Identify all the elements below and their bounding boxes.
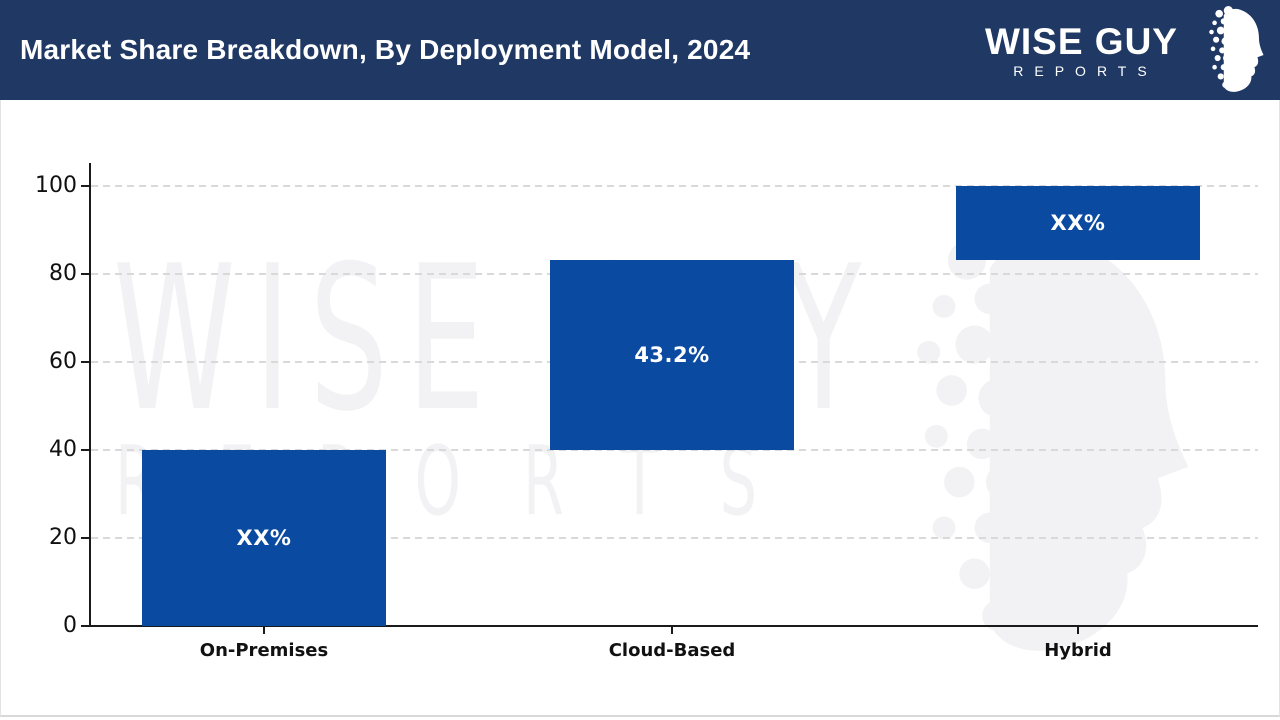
y-tick-mark-60 [81, 361, 89, 363]
y-tick-mark-0 [81, 625, 89, 627]
x-tick-mark-hybrid [1077, 627, 1079, 634]
bar-hybrid: XX% [956, 186, 1200, 260]
gridline-20 [91, 537, 1258, 539]
wiseguy-logo: WISE GUY REPORTS [985, 6, 1266, 94]
header-bar: Market Share Breakdown, By Deployment Mo… [0, 0, 1280, 100]
bar-cloud-based: 43.2% [550, 259, 794, 450]
logo-wordmark-line2: REPORTS [1013, 62, 1158, 79]
y-tick-label-20: 20 [49, 525, 77, 550]
y-tick-mark-40 [81, 449, 89, 451]
chart-area: WISE GUY REPORTS 0 20 40 60 80 100 XX% 43.2% XX… [0, 100, 1280, 717]
x-tick-mark-on-premises [263, 627, 265, 634]
bar-value-label-hybrid: XX% [1050, 210, 1106, 235]
gridline-40 [91, 449, 1258, 451]
y-tick-label-80: 80 [49, 261, 77, 286]
gridline-100 [91, 185, 1258, 187]
y-tick-label-0: 0 [63, 613, 77, 638]
bar-value-label-cloud-based: 43.2% [634, 342, 710, 367]
bar-on-premises: XX% [142, 450, 386, 626]
y-tick-label-40: 40 [49, 437, 77, 462]
x-axis-line [89, 625, 1258, 627]
logo-wordmark: WISE GUY REPORTS [985, 23, 1178, 78]
x-tick-mark-cloud-based [671, 627, 673, 634]
page-title: Market Share Breakdown, By Deployment Mo… [20, 34, 751, 65]
face-profile-dots-icon [1180, 6, 1266, 94]
y-tick-mark-20 [81, 537, 89, 539]
category-label-on-premises: On-Premises [199, 640, 329, 661]
watermark-face-icon [776, 218, 1196, 666]
y-tick-label-60: 60 [49, 349, 77, 374]
bar-value-label-on-premises: XX% [236, 526, 292, 550]
y-tick-mark-100 [81, 185, 89, 187]
category-label-cloud-based: Cloud-Based [608, 640, 736, 661]
category-label-hybrid: Hybrid [1044, 640, 1112, 661]
y-tick-mark-80 [81, 273, 89, 275]
y-tick-label-100: 100 [35, 173, 77, 198]
logo-wordmark-line1: WISE GUY [984, 20, 1178, 62]
y-axis-line [89, 163, 91, 627]
